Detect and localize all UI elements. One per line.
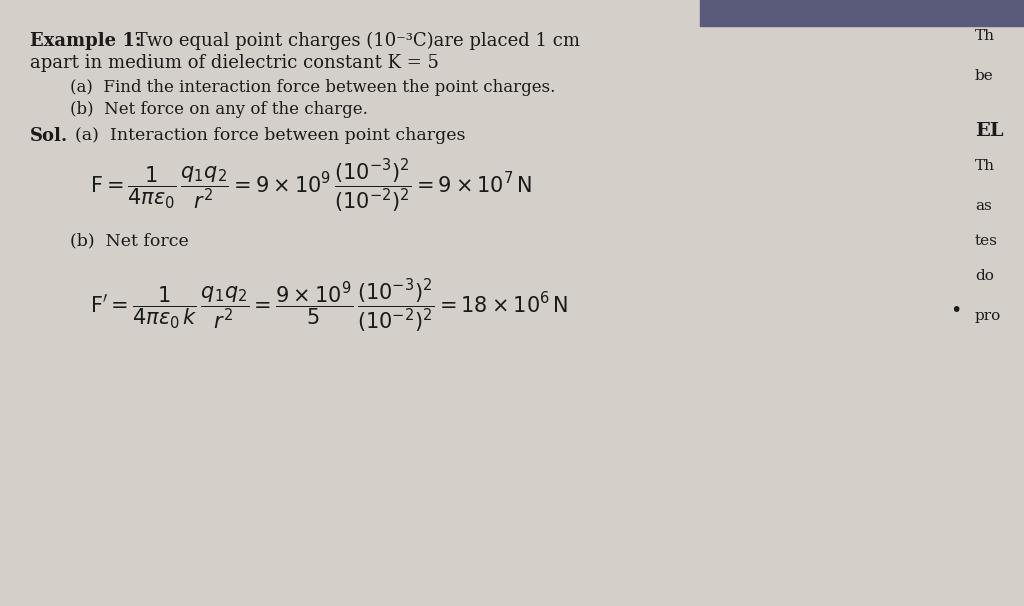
Text: Sol.: Sol.	[30, 127, 69, 145]
Text: Th: Th	[975, 29, 995, 43]
Text: Two equal point charges (10⁻³C)are placed 1 cm: Two equal point charges (10⁻³C)are place…	[130, 32, 580, 50]
Bar	[700, 0, 1024, 26]
Text: $\mathrm{F'} = \dfrac{1}{4\pi\epsilon_0\,k}\,\dfrac{q_1 q_2}{r^2} = \dfrac{9\tim: $\mathrm{F'} = \dfrac{1}{4\pi\epsilon_0\…	[90, 278, 568, 335]
Text: (b)  Net force: (b) Net force	[70, 233, 188, 250]
Text: as: as	[975, 199, 992, 213]
Text: (b)  Net force on any of the charge.: (b) Net force on any of the charge.	[70, 101, 368, 119]
Text: Th: Th	[975, 159, 995, 173]
Text: (a)  Interaction force between point charges: (a) Interaction force between point char…	[75, 127, 466, 144]
Text: do: do	[975, 269, 994, 283]
Text: •: •	[950, 302, 962, 321]
Text: pro: pro	[975, 309, 1001, 323]
Text: (a)  Find the interaction force between the point charges.: (a) Find the interaction force between t…	[70, 79, 555, 96]
Text: EL: EL	[975, 122, 1004, 140]
Text: tes: tes	[975, 234, 997, 248]
Text: $\mathrm{F} = \dfrac{1}{4\pi\epsilon_0}\,\dfrac{q_1 q_2}{r^2} = 9\times10^9\,\df: $\mathrm{F} = \dfrac{1}{4\pi\epsilon_0}\…	[90, 158, 532, 215]
Text: be: be	[975, 69, 993, 83]
Text: Example 1:: Example 1:	[30, 32, 141, 50]
Text: apart in medium of dielectric constant K = 5: apart in medium of dielectric constant K…	[30, 54, 439, 72]
